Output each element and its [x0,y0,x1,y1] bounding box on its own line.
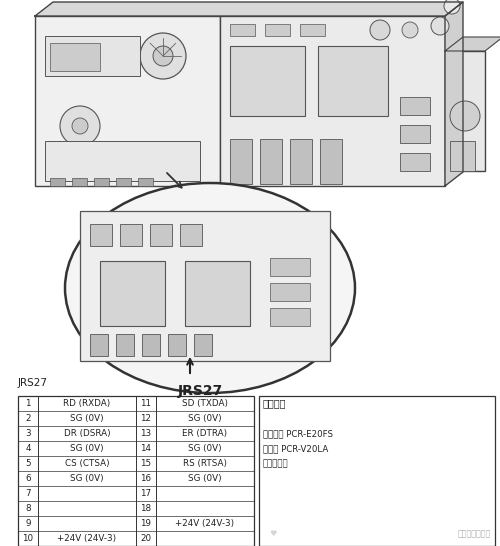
Circle shape [402,22,418,38]
Bar [260,139,282,184]
Text: 13: 13 [140,429,151,438]
Text: 4: 4 [25,444,31,453]
Bar [400,97,430,115]
Text: 5: 5 [25,459,31,468]
Text: 14: 14 [140,444,151,453]
Bar [270,258,310,276]
Text: SG (0V): SG (0V) [188,444,222,453]
Text: SG (0V): SG (0V) [188,474,222,483]
Bar [220,16,445,186]
Polygon shape [445,2,463,186]
Text: SD (TXDA): SD (TXDA) [182,399,228,408]
Polygon shape [35,2,463,16]
Bar [400,153,430,171]
Text: ER (DTRA): ER (DTRA) [182,429,228,438]
Bar [320,139,342,184]
Polygon shape [445,37,500,51]
Text: 连接器： PCR-E20FS: 连接器： PCR-E20FS [263,429,333,438]
Text: SG (0V): SG (0V) [70,414,104,423]
Text: 6: 6 [25,474,31,483]
Bar [45,141,200,181]
Text: 15: 15 [140,459,151,468]
Bar [142,334,160,356]
Circle shape [370,20,390,40]
Text: JRS27: JRS27 [178,384,222,398]
Text: 19: 19 [140,519,151,528]
Bar [80,211,330,361]
Bar [18,396,254,546]
Circle shape [450,101,480,131]
Text: SG (0V): SG (0V) [188,414,222,423]
Text: RD (RXDA): RD (RXDA) [64,399,110,408]
Bar [138,178,153,186]
Bar [35,16,220,186]
Circle shape [153,46,173,66]
Text: 7: 7 [25,489,31,498]
Text: RS (RTSA): RS (RTSA) [183,459,227,468]
Bar [265,24,290,36]
Bar [150,224,172,246]
Bar [100,261,165,326]
Circle shape [72,118,88,134]
Text: ♥: ♥ [269,530,276,538]
Bar [450,141,475,171]
Bar [116,334,134,356]
Text: 20: 20 [140,534,151,543]
Text: JRS27: JRS27 [18,378,48,388]
Bar [290,139,312,184]
Bar [50,43,100,71]
Text: 9: 9 [25,519,31,528]
Bar [116,178,131,186]
Text: +24V (24V-3): +24V (24V-3) [176,519,234,528]
Bar [230,24,255,36]
Text: CS (CTSA): CS (CTSA) [64,459,110,468]
Bar [94,178,109,186]
Bar [50,178,65,186]
Text: 盖板： PCR-V20LA: 盖板： PCR-V20LA [263,444,328,453]
Text: 18: 18 [140,504,151,513]
Text: 11: 11 [140,399,151,408]
Text: +24V (24V-3): +24V (24V-3) [58,534,116,543]
Ellipse shape [65,183,355,393]
Bar [270,283,310,301]
Bar [45,36,140,76]
Text: SG (0V): SG (0V) [70,444,104,453]
Bar [230,139,252,184]
Bar [185,261,250,326]
Text: 3: 3 [25,429,31,438]
Bar [445,51,485,171]
Text: 17: 17 [140,489,151,498]
Bar [259,396,495,546]
Bar [168,334,186,356]
Circle shape [140,33,186,79]
Text: 本多通信: 本多通信 [263,399,286,408]
Text: 2: 2 [25,414,31,423]
Bar [270,308,310,326]
Text: 8: 8 [25,504,31,513]
Text: 1: 1 [25,399,31,408]
Bar [230,46,305,116]
Text: 或者兼容品: 或者兼容品 [263,459,288,468]
Bar [120,224,142,246]
Bar [194,334,212,356]
Bar [72,178,87,186]
Circle shape [431,17,449,35]
Circle shape [60,106,100,146]
Bar [400,125,430,143]
Bar [318,46,388,116]
Text: SG (0V): SG (0V) [70,474,104,483]
Bar [90,334,108,356]
Bar [90,224,112,246]
Text: 16: 16 [140,474,151,483]
Text: 10: 10 [22,534,34,543]
Bar [300,24,325,36]
Bar [180,224,202,246]
Text: 12: 12 [140,414,151,423]
Text: 东菞机器人之家: 东菞机器人之家 [458,530,491,538]
Circle shape [444,0,460,14]
Text: DR (DSRA): DR (DSRA) [64,429,110,438]
